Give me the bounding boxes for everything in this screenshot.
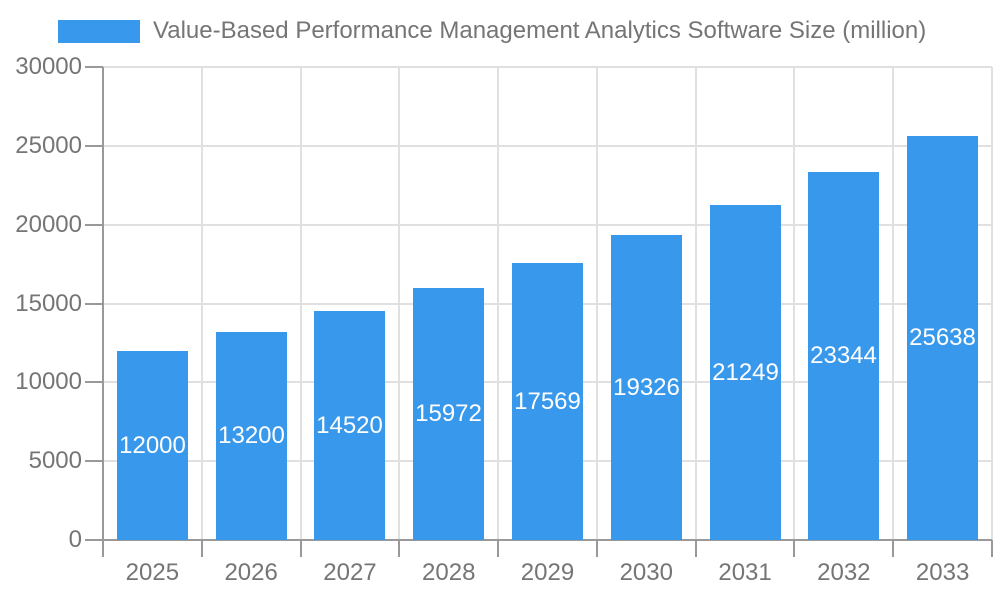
bar: 17569 [512,263,583,540]
y-axis-tick [85,66,103,68]
gridline-vertical [595,67,598,540]
gridline-vertical [200,67,203,540]
gridline-vertical [299,67,302,540]
x-axis-tick [892,540,895,557]
x-axis-tick [398,540,401,557]
bar-value-label: 17569 [514,387,581,415]
y-tick-label: 5000 [28,447,82,475]
bar: 23344 [808,172,879,540]
x-axis-tick [497,540,500,557]
legend-swatch [58,19,140,43]
gridline-horizontal [103,144,992,147]
x-axis-tick [991,540,993,557]
y-axis-line [102,67,104,540]
bar-value-label: 25638 [909,324,976,351]
x-tick-label: 2030 [619,559,673,586]
x-axis-tick [694,540,697,557]
bar-value-label: 23344 [810,342,877,369]
legend-label: Value-Based Performance Management Analy… [153,17,927,44]
y-axis-tick [85,302,103,305]
legend: Value-Based Performance Management Analy… [58,17,926,45]
bar-value-label: 19326 [613,373,680,401]
gridline-horizontal [103,223,992,226]
x-axis-tick [793,540,796,557]
bar: 14520 [314,311,385,540]
x-tick-label: 2029 [520,559,575,586]
gridline-vertical [694,67,697,540]
bar-value-label: 21249 [712,358,779,386]
y-axis-tick [85,381,103,384]
bar-value-label: 12000 [119,431,186,459]
y-tick-label: 20000 [15,210,82,238]
gridline-vertical [398,67,401,540]
x-tick-label: 2026 [224,559,278,586]
x-tick-label: 2025 [125,559,180,586]
x-axis-line [103,539,992,541]
gridline-horizontal [103,66,992,68]
x-axis-tick [102,540,104,557]
gridline-vertical [892,67,895,540]
x-tick-label: 2033 [915,559,970,586]
y-tick-label: 10000 [15,368,82,396]
x-axis-tick [200,540,203,557]
y-axis-tick [85,144,103,147]
x-axis-tick [299,540,302,557]
y-axis-tick [85,539,103,541]
bar-value-label: 14520 [316,411,383,439]
bar-value-label: 13200 [218,422,285,449]
y-axis-tick [85,223,103,226]
bar: 21249 [710,205,781,540]
x-tick-label: 2032 [817,559,871,586]
gridline-vertical [991,67,993,540]
gridline-vertical [497,67,500,540]
x-axis-tick [595,540,598,557]
bar: 25638 [907,136,978,540]
x-tick-label: 2027 [323,559,377,586]
bar: 13200 [216,332,287,540]
bar: 12000 [117,351,188,540]
bar: 15972 [413,288,484,540]
y-tick-label: 0 [68,526,82,553]
x-tick-label: 2028 [422,559,476,586]
y-tick-label: 15000 [15,289,82,317]
bar: 19326 [611,235,682,540]
gridline-vertical [793,67,796,540]
x-tick-label: 2031 [718,559,772,586]
y-tick-label: 25000 [15,131,82,159]
y-axis-tick [85,460,103,463]
bar-value-label: 15972 [415,400,482,427]
y-tick-label: 30000 [15,53,82,80]
